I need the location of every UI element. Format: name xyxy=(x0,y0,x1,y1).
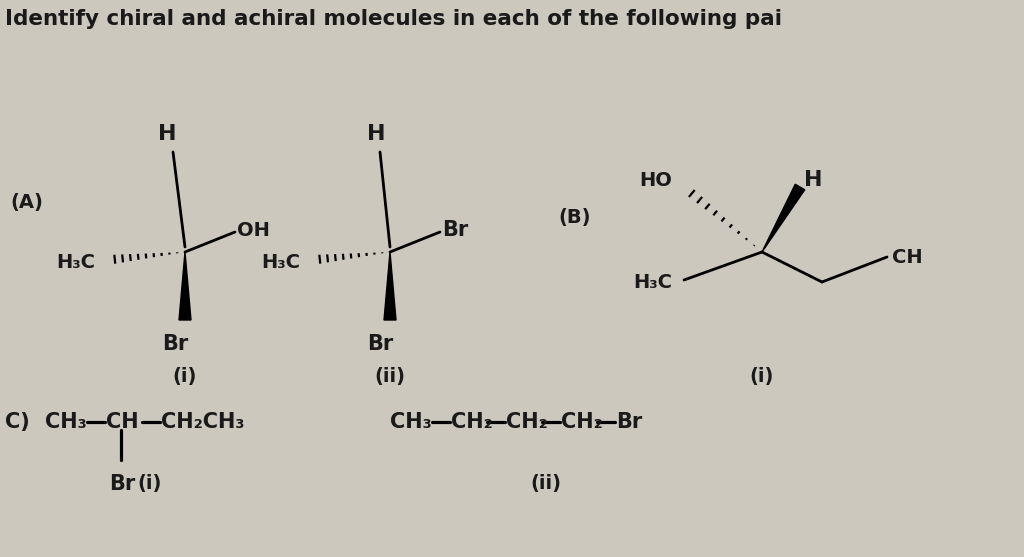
Text: CH: CH xyxy=(892,247,923,266)
Text: H₃C: H₃C xyxy=(56,252,95,271)
Text: OH: OH xyxy=(237,221,270,240)
Text: C): C) xyxy=(5,412,30,432)
Text: (B): (B) xyxy=(558,208,591,227)
Text: (i): (i) xyxy=(173,367,198,386)
Text: H₃C: H₃C xyxy=(633,272,672,291)
Text: H₃C: H₃C xyxy=(261,252,300,271)
Text: (A): (A) xyxy=(10,193,43,212)
Polygon shape xyxy=(762,184,805,252)
Text: Br: Br xyxy=(442,220,468,240)
Text: CH₂: CH₂ xyxy=(561,412,603,432)
Polygon shape xyxy=(384,252,396,320)
Text: (i): (i) xyxy=(137,474,162,493)
Text: Br: Br xyxy=(162,334,188,354)
Text: CH₂CH₃: CH₂CH₃ xyxy=(161,412,245,432)
Text: (i): (i) xyxy=(750,367,774,386)
Text: CH₂: CH₂ xyxy=(506,412,548,432)
Polygon shape xyxy=(179,252,191,320)
Text: Br: Br xyxy=(367,334,393,354)
Text: (ii): (ii) xyxy=(375,367,406,386)
Text: (ii): (ii) xyxy=(530,474,561,493)
Text: H: H xyxy=(158,124,176,144)
Text: CH₃: CH₃ xyxy=(45,412,87,432)
Text: H: H xyxy=(804,170,822,190)
Text: CH₃: CH₃ xyxy=(390,412,432,432)
Text: Identify chiral and achiral molecules in each of the following pai: Identify chiral and achiral molecules in… xyxy=(5,9,782,29)
Text: H: H xyxy=(367,124,385,144)
Text: HO: HO xyxy=(639,170,672,189)
Text: Br: Br xyxy=(109,474,135,494)
Text: CH: CH xyxy=(106,412,138,432)
Text: CH₂: CH₂ xyxy=(451,412,493,432)
Text: Br: Br xyxy=(616,412,642,432)
